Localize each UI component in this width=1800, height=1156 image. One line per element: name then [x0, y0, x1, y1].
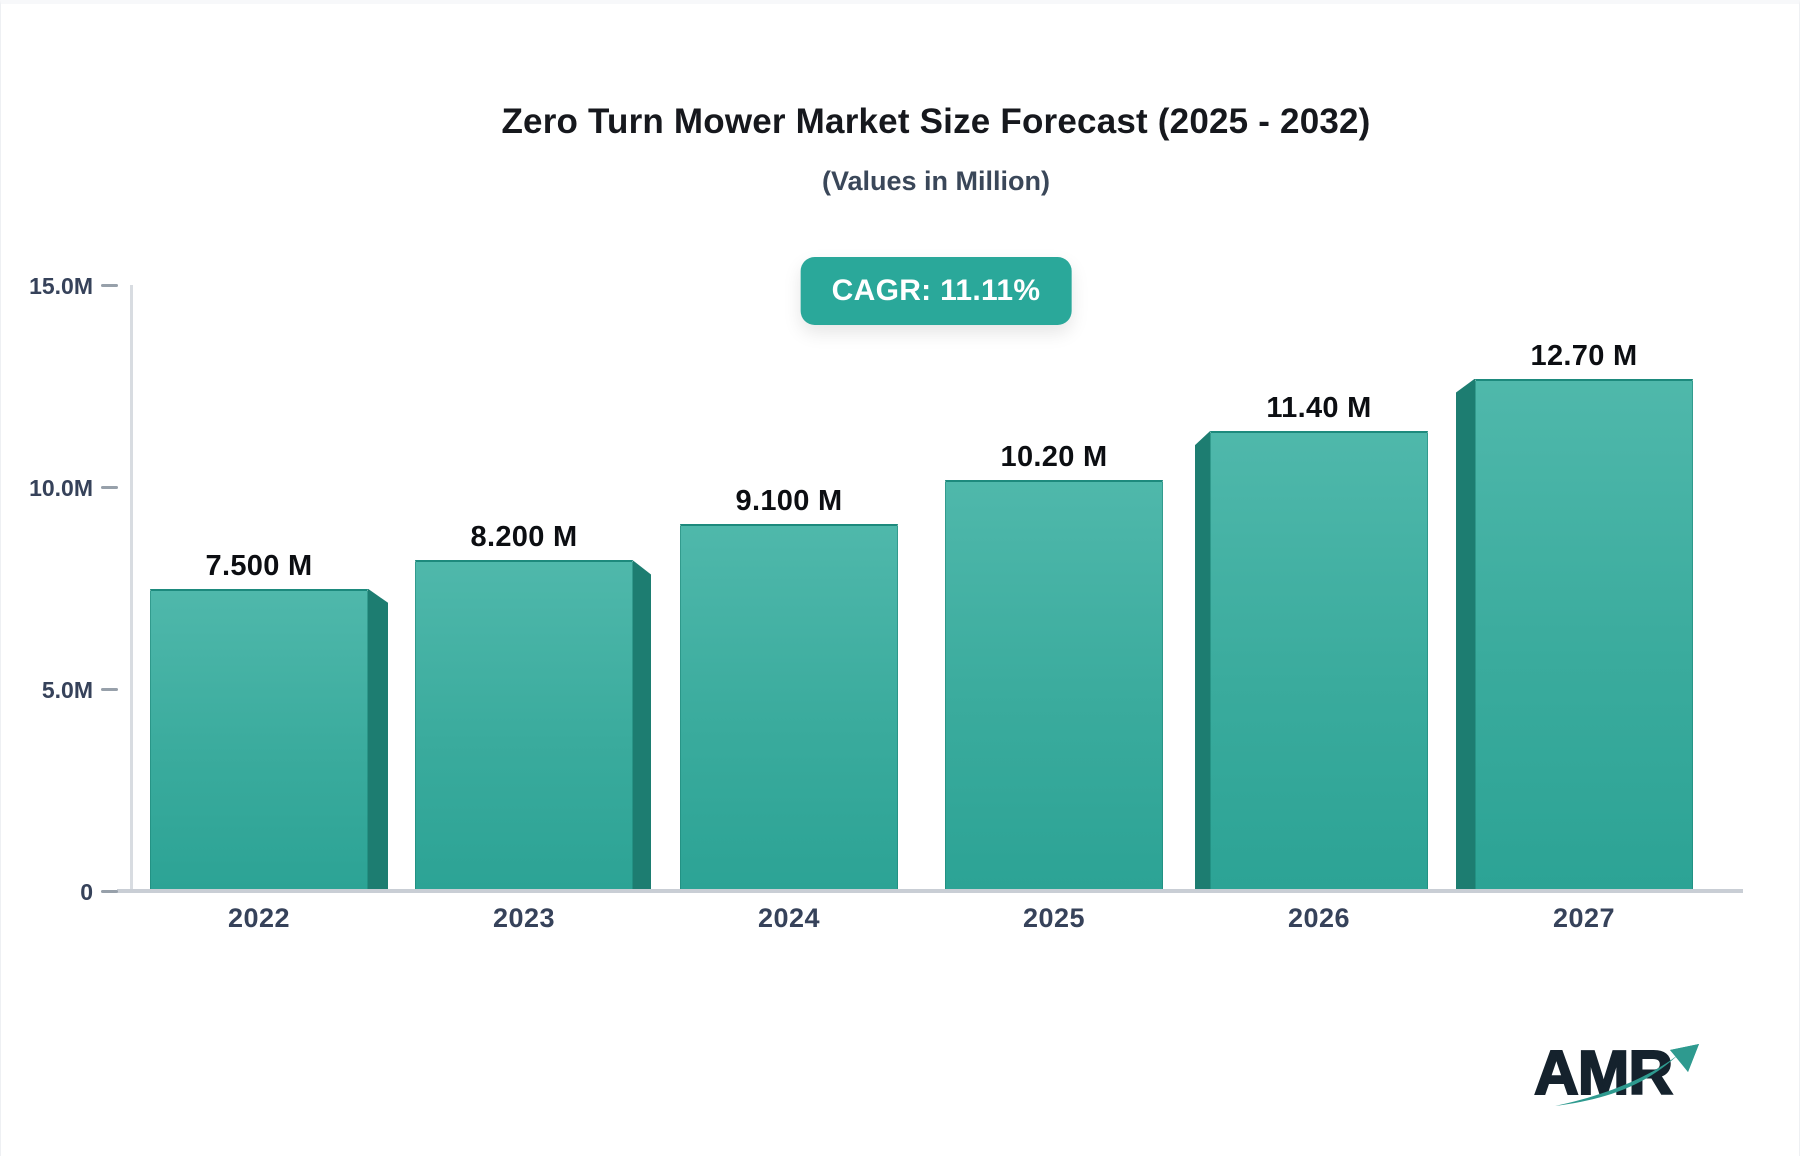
y-axis-tick-mark [101, 485, 118, 489]
growth-arrow-icon [1555, 1044, 1699, 1106]
bar-2024 [680, 524, 898, 889]
bar-3d-side [1195, 431, 1210, 889]
x-axis-label: 2024 [757, 903, 821, 933]
y-axis-tick-mark [101, 283, 118, 287]
bar-value-label: 12.70 M [1530, 339, 1638, 372]
y-axis-tick-mark [101, 890, 118, 893]
amr-logo: AMR [1529, 1030, 1769, 1140]
y-axis-tick-label: 15.0M [29, 272, 93, 299]
y-axis-tick-label: 10.0M [29, 474, 93, 501]
y-axis-line [130, 285, 133, 891]
cagr-badge: CAGR: 11.11% [800, 257, 1072, 325]
bar-value-label: 8.200 M [470, 521, 578, 554]
x-axis-label: 2027 [1552, 903, 1616, 933]
bar-3d-side [368, 588, 388, 889]
bar-2022 [150, 588, 368, 889]
y-axis-tick-mark [101, 687, 118, 691]
bar-2026 [1210, 431, 1428, 889]
bar-value-label: 7.500 M [205, 549, 313, 582]
bar-3d-side [1456, 378, 1475, 889]
bar-2025 [945, 479, 1163, 889]
x-axis-label: 2026 [1287, 903, 1351, 933]
bar-value-label: 9.100 M [735, 485, 843, 518]
bar-2023 [415, 560, 633, 889]
y-axis-tick-label: 5.0M [41, 676, 93, 703]
bar-value-label: 11.40 M [1266, 392, 1372, 425]
bar-2027 [1475, 378, 1693, 889]
x-axis-label: 2023 [492, 903, 556, 933]
x-axis-label: 2025 [1022, 903, 1086, 933]
y-axis-tick-label: 0 [80, 879, 93, 905]
chart-title: Zero Turn Mower Market Size Forecast (20… [501, 102, 1371, 141]
chart-subtitle: (Values in Million) [821, 166, 1051, 196]
x-axis-label: 2022 [227, 903, 291, 933]
bar-3d-side [633, 560, 651, 889]
x-axis-baseline [117, 889, 1743, 893]
plot-area: 15.0M 10.0M 5.0M 0 7.500 M 2022 8.200 M 2023 9.1… [1, 4, 1799, 1156]
bar-value-label: 10.20 M [1000, 440, 1108, 473]
